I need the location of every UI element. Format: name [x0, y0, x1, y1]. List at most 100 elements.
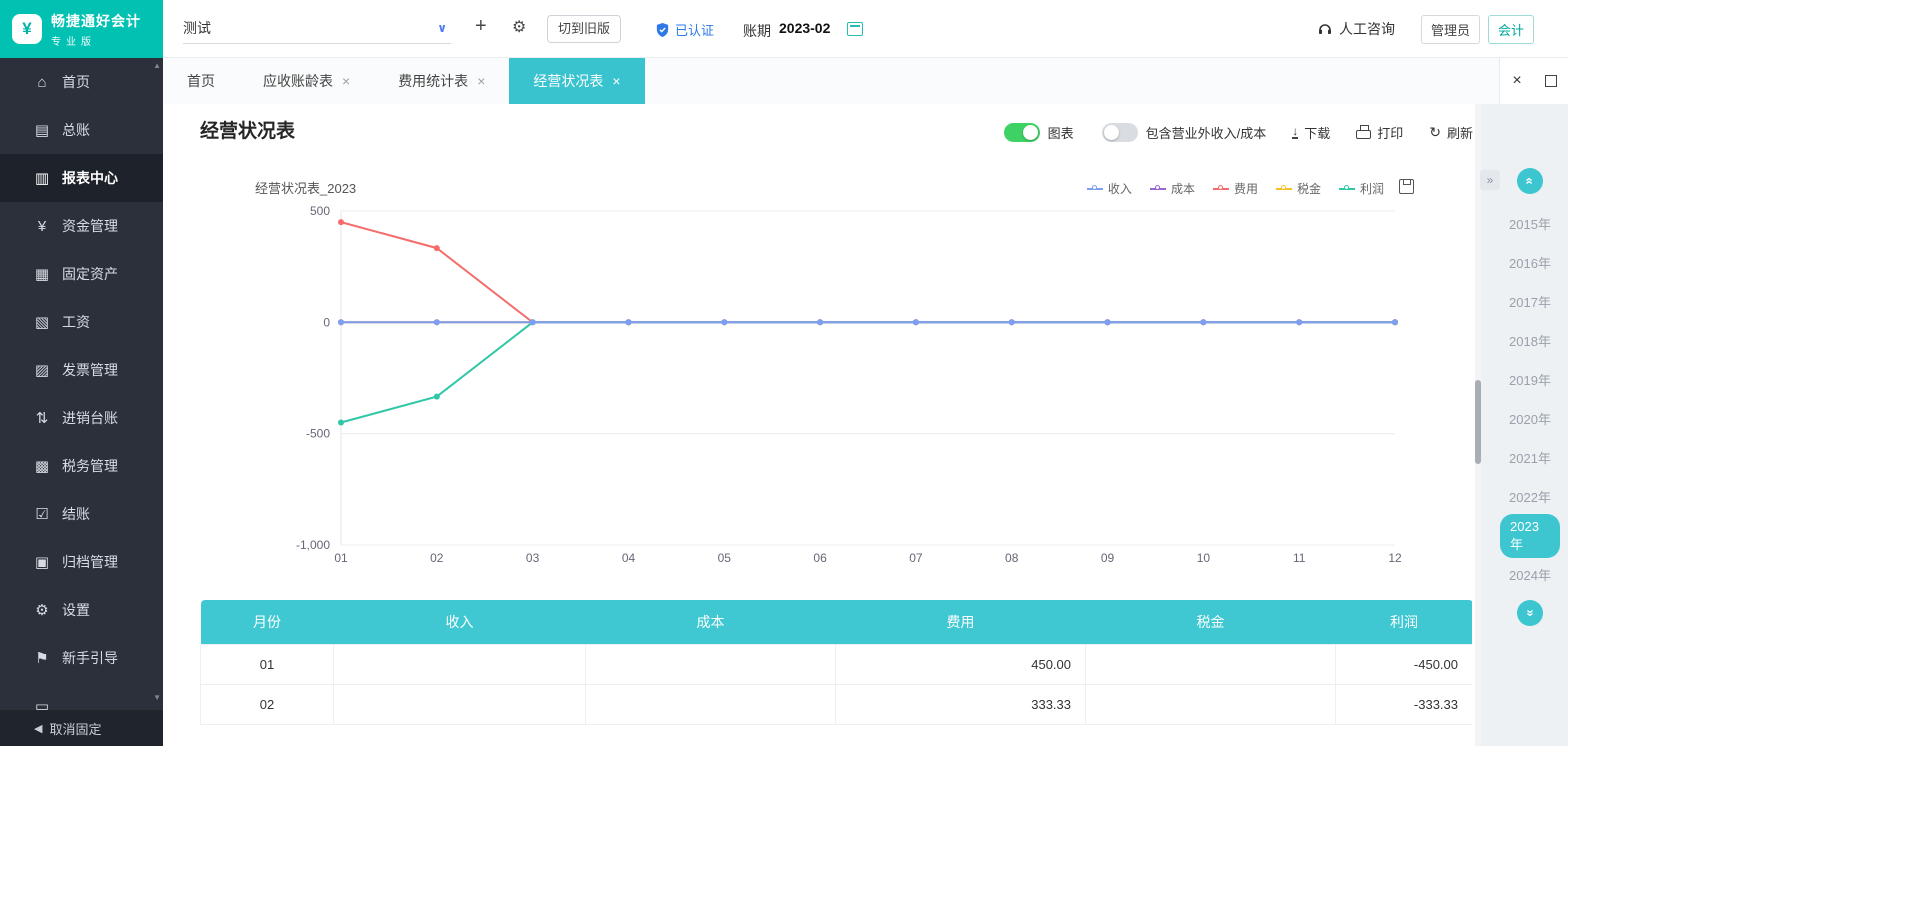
legend-item-收入[interactable]: 收入 [1086, 180, 1132, 197]
add-button[interactable]: + [475, 15, 487, 37]
sidebar-item-label: 进销台账 [62, 410, 118, 426]
col-expense: 费用 [835, 600, 1086, 644]
report-center-icon: ▥ [34, 170, 50, 187]
sidebar-item-report-center[interactable]: ▥ 报表中心 [0, 154, 163, 202]
chart-legend: 收入 成本 费用 税金 利润 [1086, 180, 1384, 197]
sidebar-item-beginner-guide[interactable]: ⚑ 新手引导 [0, 634, 163, 682]
year-item-2022[interactable]: 2022年 [1500, 477, 1560, 516]
sidebar-item-general-ledger[interactable]: ▤ 总账 [0, 106, 163, 154]
vertical-scrollbar-thumb[interactable] [1475, 380, 1481, 464]
tab-receivable-aging[interactable]: 应收账龄表 × [239, 58, 374, 104]
page-title: 经营状况表 [200, 121, 296, 142]
svg-text:04: 04 [622, 551, 636, 565]
year-label: 2019年 [1509, 373, 1551, 388]
year-item-2020[interactable]: 2020年 [1500, 399, 1560, 438]
svg-text:-1,000: -1,000 [296, 538, 330, 552]
year-item-2018[interactable]: 2018年 [1500, 321, 1560, 360]
sidebar: ¥ 畅捷通好会计 专业版 ⌂ 首页 ▤ 总账 ▥ 报表中心 ¥ 资金管理 ▦ 固定资产 ▧… [0, 0, 163, 746]
tab-operating-status[interactable]: 经营状况表 × [509, 58, 645, 104]
sidebar-scroll-down-icon[interactable]: ▼ [153, 693, 161, 702]
collapse-rail-button[interactable]: » [1480, 170, 1500, 190]
tab-bar: 首页 应收账龄表 × 费用统计表 × 经营状况表 × × [163, 58, 1568, 104]
main-content: 经营状况表 图表 包含营业外收入/成本 ↓ 下载 打印 ↻ 刷新 500 0 -500 -… [163, 104, 1568, 746]
refresh-label: 刷新 [1446, 125, 1473, 141]
switch-old-version-button[interactable]: 切到旧版 [547, 15, 622, 43]
refresh-button[interactable]: ↻ 刷新 [1429, 123, 1473, 142]
include-nonoperating-toggle[interactable] [1101, 122, 1138, 142]
toggle-knob [1022, 124, 1038, 140]
unpin-sidebar-button[interactable]: ◀ 取消固定 [0, 710, 163, 746]
chart-view-toggle[interactable] [1003, 122, 1040, 142]
cell-month: 02 [200, 683, 334, 725]
year-item-2015[interactable]: 2015年 [1500, 204, 1560, 243]
svg-text:02: 02 [430, 551, 444, 565]
download-button[interactable]: ↓ 下载 [1292, 123, 1330, 142]
nonoperating-toggle-label: 包含营业外收入/成本 [1145, 125, 1267, 141]
unpin-icon: ◀ [34, 722, 43, 735]
svg-text:03: 03 [526, 551, 540, 565]
sidebar-scroll-up-icon[interactable]: ▲ [153, 61, 161, 70]
year-label: 2021年 [1509, 451, 1551, 466]
sidebar-item-archive[interactable]: ▣ 归档管理 [0, 538, 163, 586]
sidebar-item-fixed-assets[interactable]: ▦ 固定资产 [0, 250, 163, 298]
sidebar-item-label: 设置 [62, 602, 90, 618]
years-scroll-up-button[interactable]: « [1517, 168, 1543, 194]
sidebar-item-invoice[interactable]: ▨ 发票管理 [0, 346, 163, 394]
tab-home[interactable]: 首页 [163, 58, 239, 104]
year-item-2024[interactable]: 2024年 [1500, 555, 1560, 594]
col-month: 月份 [200, 600, 334, 644]
year-label: 2020年 [1509, 412, 1551, 427]
fullscreen-button[interactable] [1534, 58, 1568, 104]
sidebar-item-payroll[interactable]: ▧ 工资 [0, 298, 163, 346]
svg-text:09: 09 [1101, 551, 1115, 565]
years-scroll-down-button[interactable]: « [1517, 600, 1543, 626]
certified-badge[interactable]: 已认证 [655, 20, 714, 39]
support-button[interactable]: 人工咨询 [1317, 19, 1395, 39]
period-value[interactable]: 2023-02 [779, 20, 831, 36]
year-label: 2016年 [1509, 256, 1551, 271]
year-item-2017[interactable]: 2017年 [1500, 282, 1560, 321]
sidebar-item-label: 固定资产 [62, 266, 118, 282]
year-label: 2015年 [1509, 217, 1551, 232]
year-item-2023-selected[interactable]: 2023年 [1500, 513, 1560, 558]
tab-expense-stats[interactable]: 费用统计表 × [374, 58, 509, 104]
close-all-tabs-button[interactable]: × [1500, 58, 1534, 104]
legend-label: 收入 [1107, 182, 1132, 196]
year-item-2019[interactable]: 2019年 [1500, 360, 1560, 399]
sidebar-item-label: 总账 [62, 122, 90, 138]
legend-item-利润[interactable]: 利润 [1338, 180, 1384, 197]
sidebar-item-clipped[interactable]: ▭ [0, 682, 163, 710]
sidebar-item-inventory-ledger[interactable]: ⇅ 进销台账 [0, 394, 163, 442]
account-set-select[interactable]: 测试 ∨ [183, 13, 451, 44]
sidebar-item-closing[interactable]: ☑ 结账 [0, 490, 163, 538]
legend-item-税金[interactable]: 税金 [1275, 180, 1321, 197]
sidebar-item-funds[interactable]: ¥ 资金管理 [0, 202, 163, 250]
home-icon: ⌂ [37, 73, 47, 91]
year-item-2021[interactable]: 2021年 [1500, 438, 1560, 477]
legend-item-成本[interactable]: 成本 [1149, 180, 1195, 197]
close-icon[interactable]: × [612, 73, 621, 89]
sidebar-item-tax[interactable]: ▩ 税务管理 [0, 442, 163, 490]
close-icon[interactable]: × [342, 73, 351, 89]
sidebar-item-label: 结账 [62, 506, 90, 522]
app-window: ¥ 畅捷通好会计 专业版 ⌂ 首页 ▤ 总账 ▥ 报表中心 ¥ 资金管理 ▦ 固定资产 ▧… [0, 0, 1568, 746]
save-image-icon[interactable] [1399, 179, 1414, 194]
accountant-button[interactable]: 会计 [1487, 14, 1534, 44]
close-icon[interactable]: × [477, 73, 486, 89]
sidebar-nav: ⌂ 首页 ▤ 总账 ▥ 报表中心 ¥ 资金管理 ▦ 固定资产 ▧ 工资 ▨ 发票管理 ⇅ 进销台… [0, 58, 163, 710]
legend-marker-icon [1338, 185, 1355, 190]
print-button[interactable]: 打印 [1356, 123, 1403, 142]
year-item-2016[interactable]: 2016年 [1500, 243, 1560, 282]
tax-icon: ▩ [34, 458, 50, 475]
chevron-down-icon: ∨ [437, 21, 447, 35]
admin-button[interactable]: 管理员 [1420, 14, 1480, 44]
col-profit: 利润 [1335, 600, 1472, 644]
page-header: 经营状况表 图表 包含营业外收入/成本 ↓ 下载 打印 ↻ 刷新 [163, 104, 1473, 160]
svg-text:500: 500 [310, 204, 330, 218]
sidebar-item-settings[interactable]: ⚙ 设置 [0, 586, 163, 634]
topbar: 测试 ∨ + ⚙ 切到旧版 已认证 账期 2023-02 人工咨询 管理员 会计 [163, 0, 1568, 58]
calendar-icon[interactable] [847, 22, 863, 36]
legend-item-费用[interactable]: 费用 [1212, 180, 1258, 197]
settings-gear-button[interactable]: ⚙ [512, 19, 527, 36]
sidebar-item-home[interactable]: ⌂ 首页 [0, 58, 163, 106]
